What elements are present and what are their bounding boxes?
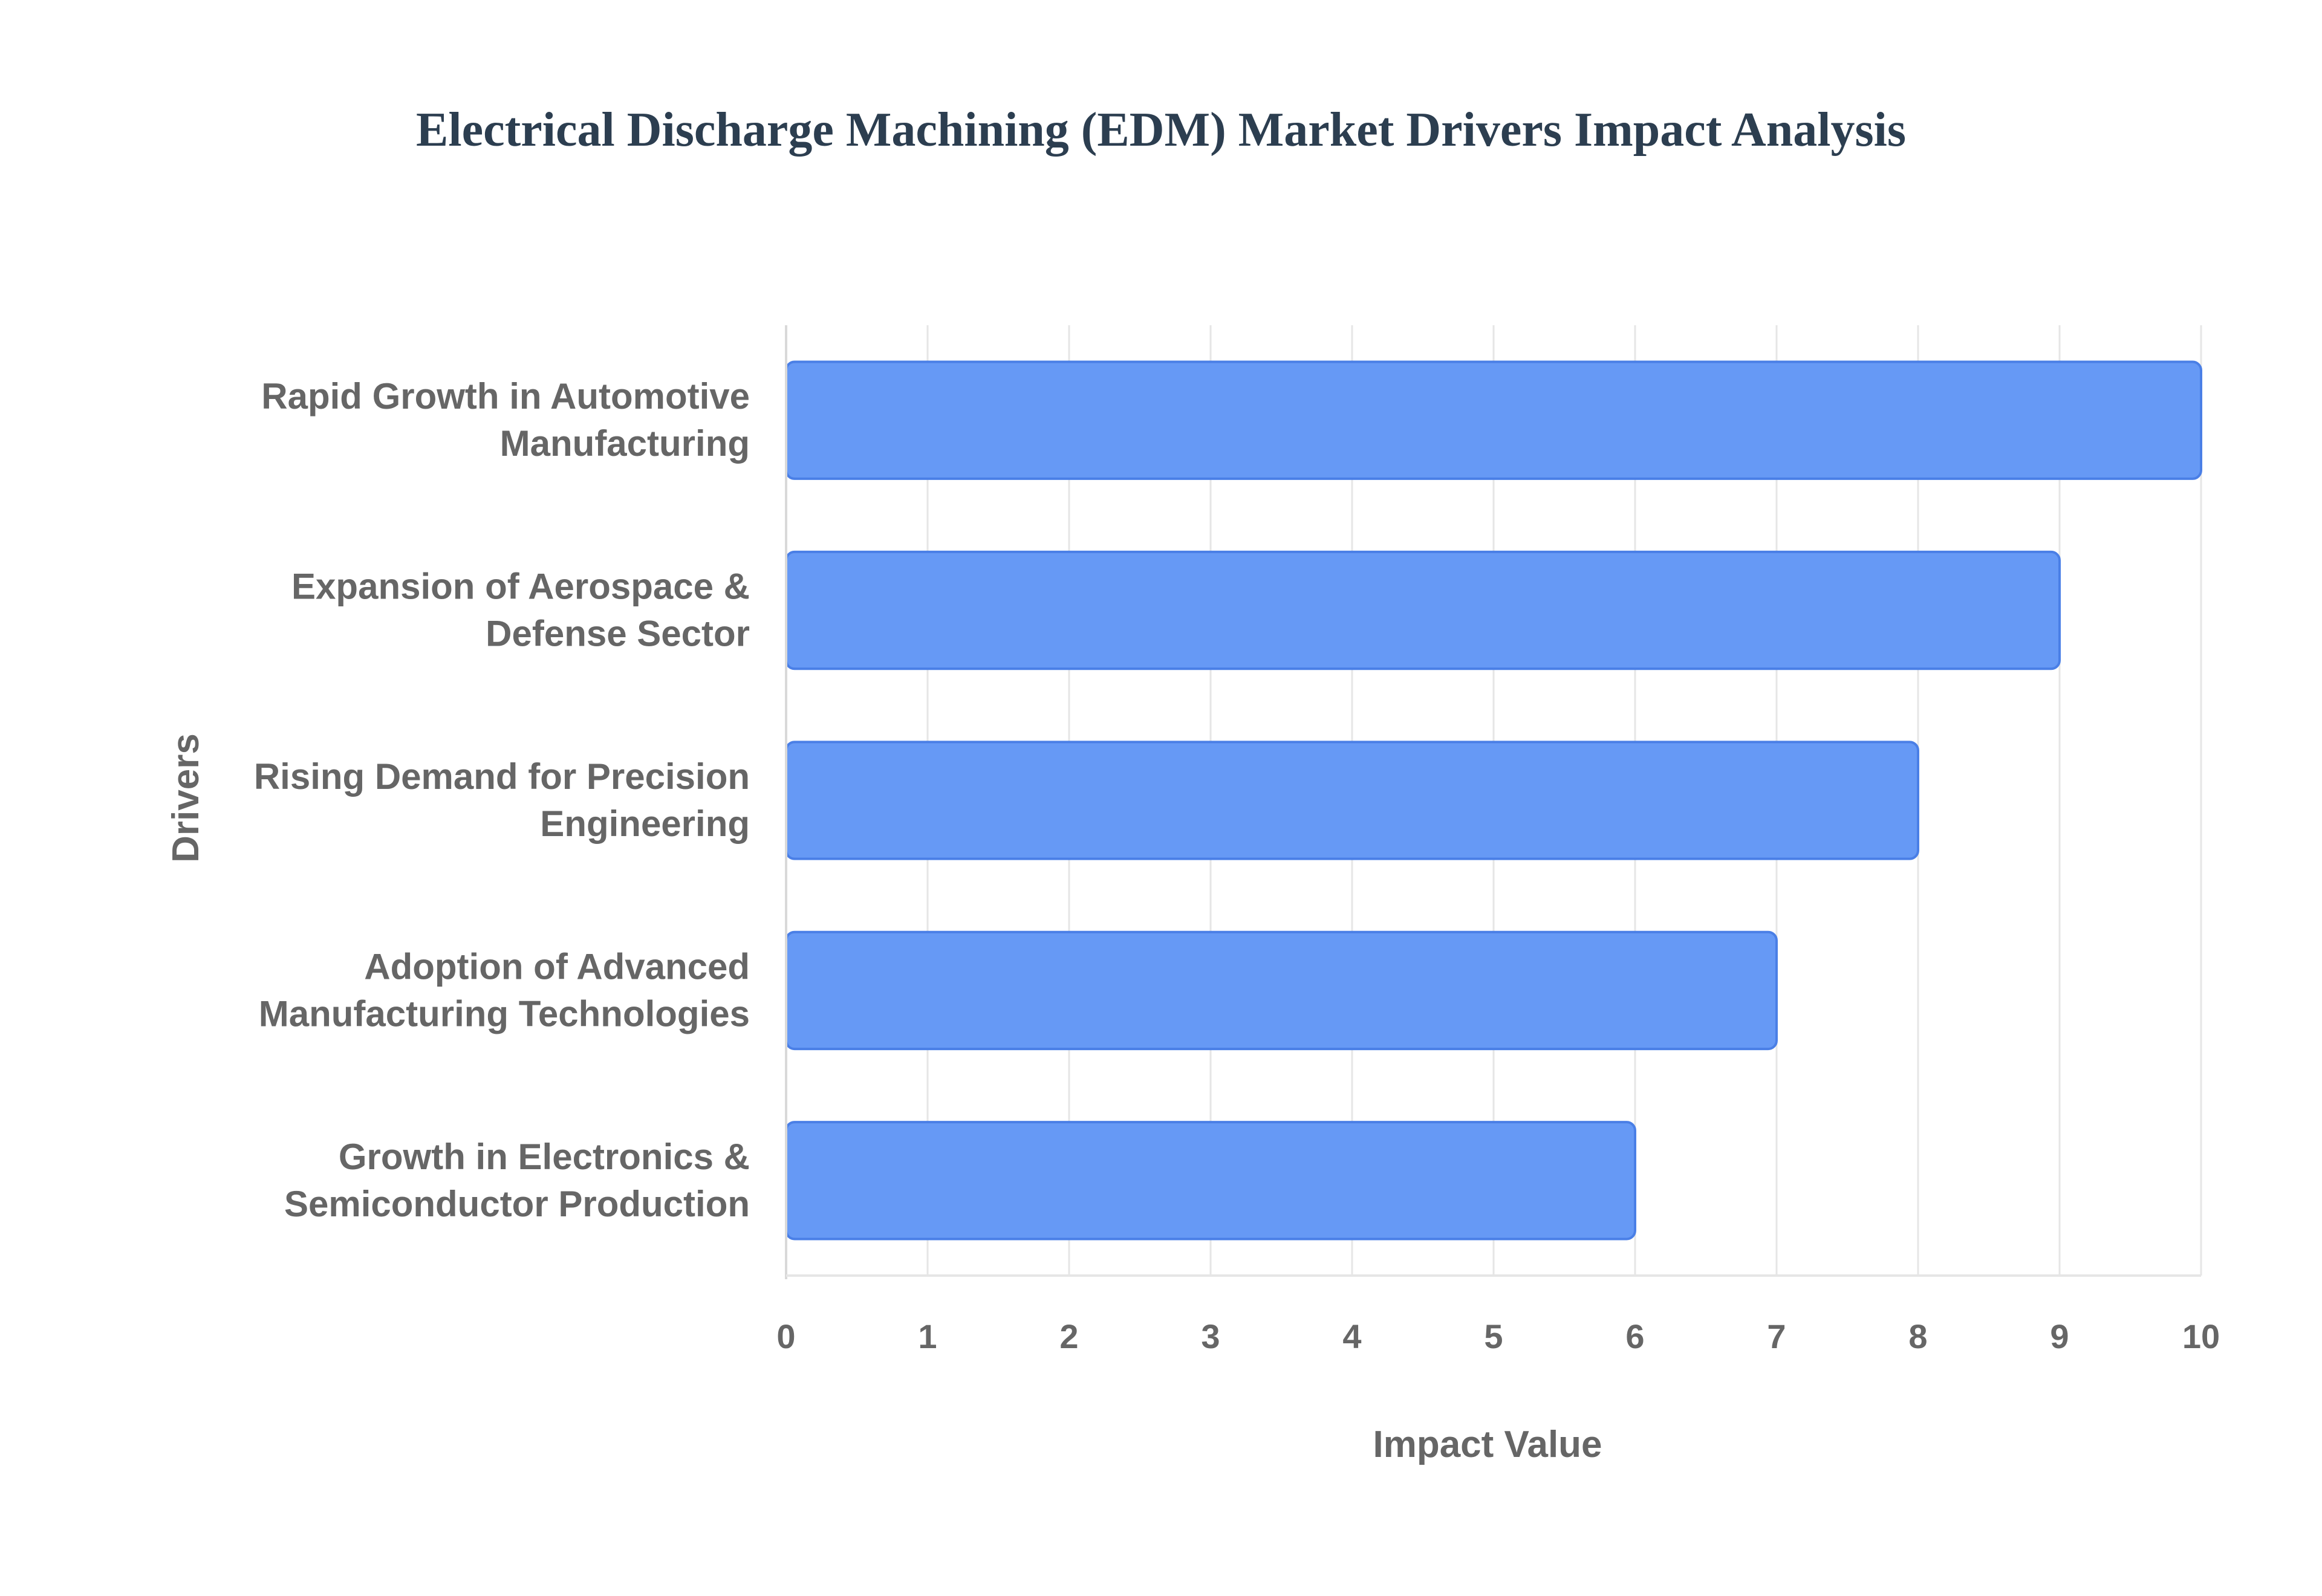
axes — [785, 325, 2201, 1279]
y-tick-label: Growth in Electronics & — [339, 1137, 750, 1177]
y-tick-label: Adoption of Advanced — [364, 946, 750, 987]
bar — [785, 360, 2202, 480]
y-tick-label: Semiconductor Production — [284, 1184, 750, 1224]
x-tick-labels: 0 1 2 3 4 5 6 7 8 9 10 — [776, 1317, 2220, 1355]
bar — [785, 930, 1778, 1051]
y-tick-label: Manufacturing Technologies — [259, 993, 750, 1034]
bar — [785, 1121, 1636, 1241]
bar — [785, 741, 1919, 860]
x-tick-label: 7 — [1767, 1317, 1786, 1355]
x-tick-label: 8 — [1908, 1317, 1927, 1355]
bar — [785, 550, 2061, 670]
x-axis-title: Impact Value — [1373, 1424, 1602, 1465]
y-tick-label: Manufacturing — [500, 423, 750, 464]
x-tick-label: 6 — [1625, 1317, 1644, 1355]
y-tick-label: Engineering — [540, 803, 750, 844]
y-tick-label: Defense Sector — [486, 614, 750, 654]
y-tick-label: Rising Demand for Precision — [254, 756, 750, 797]
x-tick-label: 10 — [2182, 1317, 2220, 1355]
x-tick-label: 3 — [1201, 1317, 1220, 1355]
x-tick-label: 9 — [2050, 1317, 2069, 1355]
y-tick-label: Expansion of Aerospace & — [291, 566, 750, 607]
x-tick-label: 1 — [918, 1317, 937, 1355]
x-tick-label: 0 — [776, 1317, 795, 1355]
bars — [785, 360, 2202, 1241]
x-tick-label: 5 — [1484, 1317, 1503, 1355]
chart-title: Electrical Discharge Machining (EDM) Mar… — [415, 103, 1907, 157]
y-tick-label: Rapid Growth in Automotive — [261, 376, 750, 417]
x-tick-label: 4 — [1342, 1317, 1361, 1355]
y-tick-labels: Rapid Growth in Automotive Manufacturing E… — [254, 376, 750, 1224]
x-tick-label: 2 — [1059, 1317, 1078, 1355]
y-axis-title: Drivers — [165, 733, 207, 863]
